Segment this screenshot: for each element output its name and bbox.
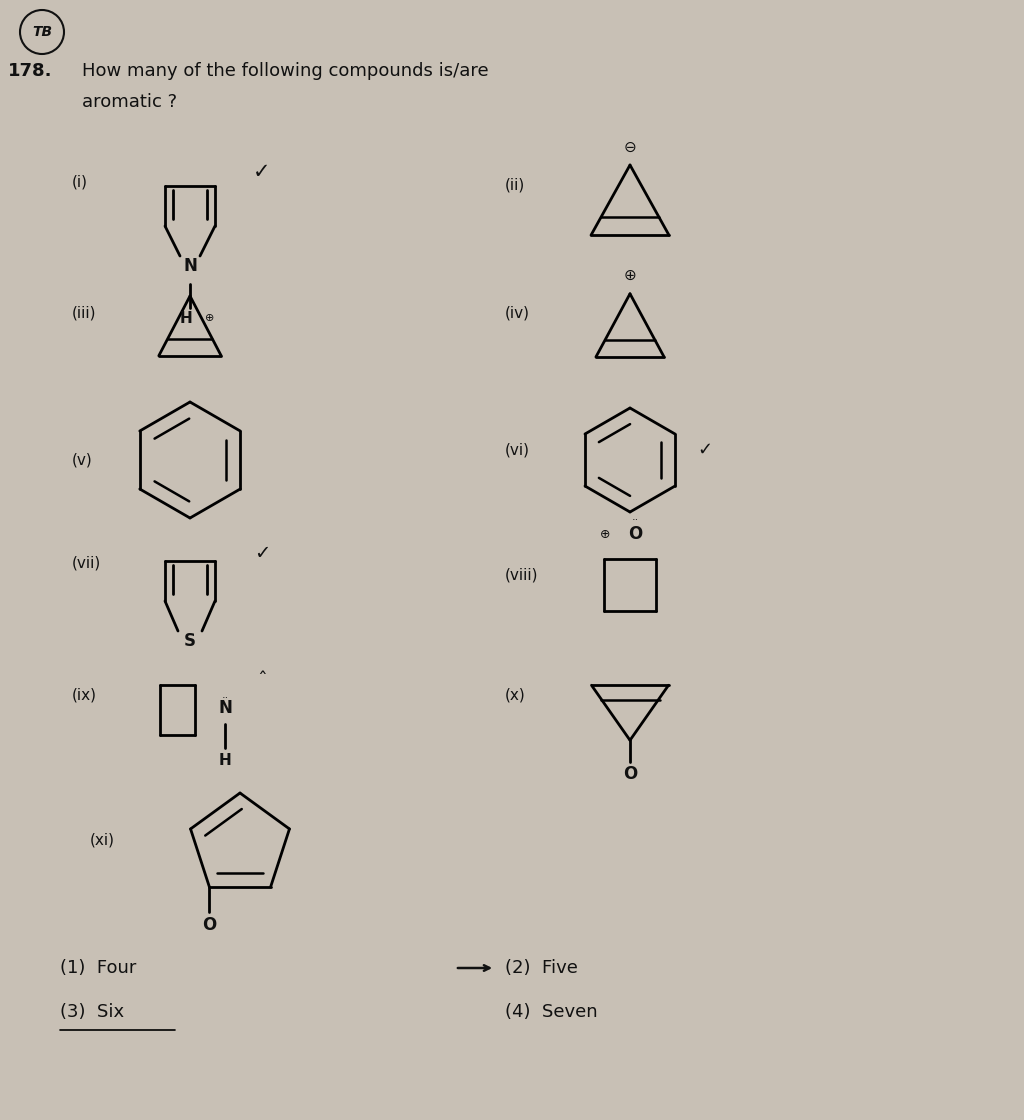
Text: TB: TB xyxy=(32,25,52,39)
Text: ✓: ✓ xyxy=(254,543,270,562)
Text: How many of the following compounds is/are: How many of the following compounds is/a… xyxy=(82,62,488,80)
Text: ··: ·· xyxy=(221,693,228,703)
Text: ✓: ✓ xyxy=(253,162,270,183)
Text: H: H xyxy=(179,310,193,326)
Text: ⊕: ⊕ xyxy=(624,269,636,283)
Text: N: N xyxy=(183,256,197,276)
Text: O: O xyxy=(203,916,216,934)
Text: (xi): (xi) xyxy=(90,832,115,848)
Text: (i): (i) xyxy=(72,175,88,189)
Text: (4)  Seven: (4) Seven xyxy=(505,1004,598,1021)
Text: aromatic ?: aromatic ? xyxy=(82,93,177,111)
Text: (vii): (vii) xyxy=(72,556,101,570)
Text: H: H xyxy=(219,753,231,767)
Text: ✓: ✓ xyxy=(697,441,713,459)
Text: (iv): (iv) xyxy=(505,306,530,320)
Text: S: S xyxy=(184,632,196,650)
Text: ··: ·· xyxy=(632,515,639,525)
Text: (x): (x) xyxy=(505,688,525,702)
Text: (viii): (viii) xyxy=(505,568,539,582)
Text: (vi): (vi) xyxy=(505,442,530,457)
Text: ⊕: ⊕ xyxy=(206,312,215,323)
Text: 178.: 178. xyxy=(8,62,52,80)
Text: N: N xyxy=(218,699,232,717)
Text: ˆ: ˆ xyxy=(257,671,267,690)
Text: ⊖: ⊖ xyxy=(624,140,636,155)
Text: (ix): (ix) xyxy=(72,688,97,702)
Text: (3)  Six: (3) Six xyxy=(60,1004,124,1021)
Text: (ii): (ii) xyxy=(505,177,525,193)
Text: (v): (v) xyxy=(72,452,93,467)
Text: ⊕: ⊕ xyxy=(600,528,610,541)
Text: O: O xyxy=(623,765,637,783)
Text: (2)  Five: (2) Five xyxy=(505,959,578,977)
Text: (iii): (iii) xyxy=(72,306,96,320)
Text: (1)  Four: (1) Four xyxy=(60,959,136,977)
Text: O: O xyxy=(628,525,642,543)
